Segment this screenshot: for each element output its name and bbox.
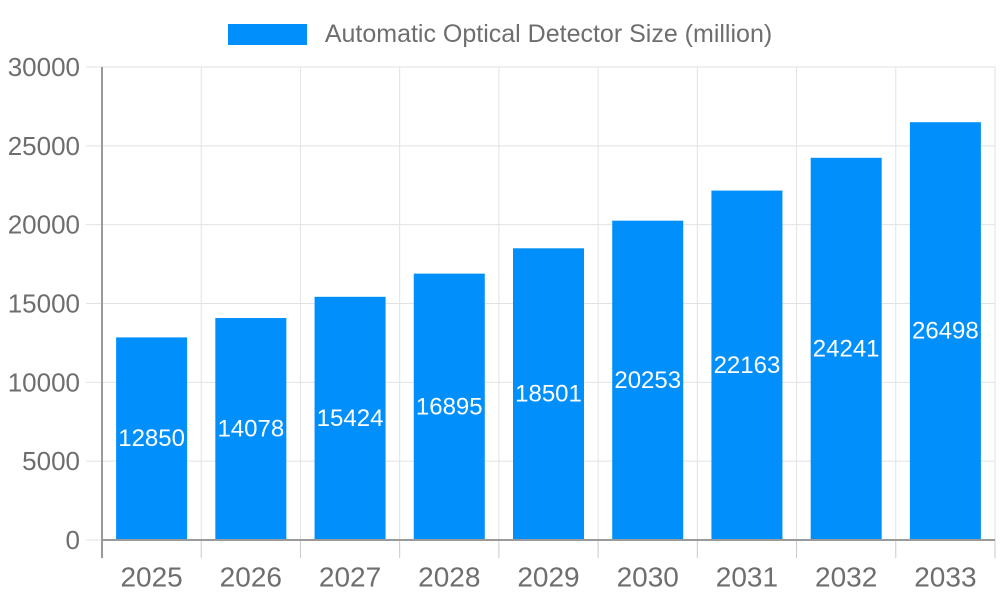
bar-value-label: 24241 xyxy=(813,335,880,362)
bar-value-label: 14078 xyxy=(217,416,284,443)
legend-swatch xyxy=(227,23,307,45)
x-axis-tick-label: 2030 xyxy=(617,562,679,593)
bar-value-label: 12850 xyxy=(118,425,185,452)
bar-value-label: 20253 xyxy=(614,367,681,394)
x-axis-tick-label: 2026 xyxy=(220,562,282,593)
x-axis-tick-label: 2027 xyxy=(319,562,381,593)
bar[interactable] xyxy=(810,157,882,540)
bar-value-label: 16895 xyxy=(416,393,483,420)
bar[interactable] xyxy=(909,122,981,540)
bar-value-label: 18501 xyxy=(515,381,582,408)
x-axis-tick-label: 2032 xyxy=(815,562,877,593)
x-axis-tick-label: 2031 xyxy=(716,562,778,593)
bar[interactable] xyxy=(612,220,684,540)
x-axis-tick-label: 2033 xyxy=(914,562,976,593)
legend[interactable]: Automatic Optical Detector Size (million… xyxy=(0,14,1000,54)
bar-value-label: 22163 xyxy=(714,352,781,379)
x-axis-tick-label: 2025 xyxy=(120,562,182,593)
bar[interactable] xyxy=(413,273,485,540)
bar[interactable] xyxy=(314,296,386,540)
bar[interactable] xyxy=(215,318,287,540)
bar[interactable] xyxy=(711,190,783,541)
x-axis-tick-label: 2028 xyxy=(418,562,480,593)
y-axis-tick-label: 5000 xyxy=(22,446,80,476)
bar[interactable] xyxy=(513,248,584,540)
bar-value-label: 26498 xyxy=(912,318,979,345)
bar[interactable] xyxy=(116,337,188,540)
y-axis-tick-label: 0 xyxy=(66,525,80,555)
legend-label: Automatic Optical Detector Size (million… xyxy=(324,19,773,48)
y-axis-tick-label: 25000 xyxy=(8,131,80,161)
x-axis-tick-label: 2029 xyxy=(517,562,579,593)
y-axis-tick-label: 30000 xyxy=(8,52,80,82)
y-axis-tick-label: 20000 xyxy=(8,210,80,240)
y-axis-tick-label: 15000 xyxy=(8,289,80,319)
y-axis-tick-label: 10000 xyxy=(8,367,80,397)
bar-value-label: 15424 xyxy=(317,405,384,432)
